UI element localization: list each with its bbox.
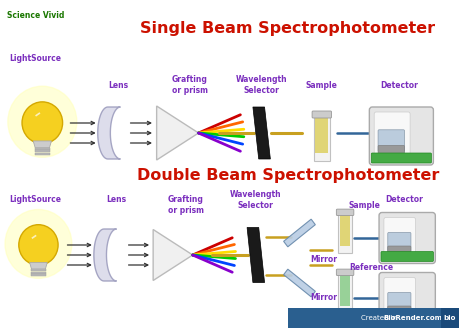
Text: BioRender.com: BioRender.com: [383, 315, 442, 321]
FancyBboxPatch shape: [379, 213, 435, 263]
Text: Detector: Detector: [381, 80, 419, 89]
Polygon shape: [247, 227, 264, 282]
Polygon shape: [98, 107, 120, 159]
Text: Sample: Sample: [306, 80, 338, 89]
Text: Double Beam Spectrophotometer: Double Beam Spectrophotometer: [137, 167, 439, 182]
Text: bio: bio: [444, 315, 456, 321]
Text: Science Vivid: Science Vivid: [7, 11, 64, 20]
Circle shape: [19, 225, 58, 265]
FancyBboxPatch shape: [338, 273, 352, 313]
FancyBboxPatch shape: [338, 213, 352, 253]
Text: Lens: Lens: [106, 196, 126, 205]
Text: Grafting
or prism: Grafting or prism: [168, 195, 204, 215]
FancyBboxPatch shape: [374, 112, 410, 160]
Text: Mirror: Mirror: [310, 293, 337, 302]
FancyBboxPatch shape: [312, 111, 331, 118]
FancyBboxPatch shape: [378, 130, 404, 152]
FancyBboxPatch shape: [35, 150, 50, 153]
Polygon shape: [253, 107, 270, 159]
FancyBboxPatch shape: [35, 148, 50, 150]
FancyBboxPatch shape: [31, 274, 46, 276]
FancyBboxPatch shape: [316, 117, 328, 153]
Text: Mirror: Mirror: [310, 256, 337, 264]
FancyBboxPatch shape: [388, 246, 411, 254]
FancyBboxPatch shape: [388, 293, 411, 311]
Text: Wavelength
Selector: Wavelength Selector: [236, 75, 287, 95]
FancyBboxPatch shape: [441, 308, 459, 328]
FancyBboxPatch shape: [388, 232, 411, 252]
FancyBboxPatch shape: [35, 153, 50, 155]
Text: Reference: Reference: [349, 262, 393, 271]
Text: Detector: Detector: [385, 196, 423, 205]
Text: Lens: Lens: [108, 80, 128, 89]
Polygon shape: [33, 141, 52, 148]
Polygon shape: [156, 106, 199, 160]
Text: Grafting
or prism: Grafting or prism: [172, 75, 208, 95]
Polygon shape: [29, 262, 47, 269]
FancyBboxPatch shape: [381, 252, 433, 261]
FancyBboxPatch shape: [314, 116, 329, 161]
Text: Created in: Created in: [361, 315, 399, 321]
FancyBboxPatch shape: [31, 269, 46, 271]
FancyBboxPatch shape: [378, 145, 404, 155]
FancyBboxPatch shape: [31, 272, 46, 274]
Circle shape: [8, 86, 77, 157]
FancyBboxPatch shape: [384, 217, 416, 259]
FancyBboxPatch shape: [379, 272, 435, 323]
FancyBboxPatch shape: [337, 269, 354, 275]
Text: Sample: Sample: [349, 201, 381, 210]
Polygon shape: [283, 219, 315, 247]
FancyBboxPatch shape: [337, 209, 354, 215]
Circle shape: [22, 102, 63, 144]
FancyBboxPatch shape: [381, 311, 433, 321]
Text: Wavelength
Selector: Wavelength Selector: [230, 190, 282, 210]
FancyBboxPatch shape: [371, 153, 431, 163]
FancyBboxPatch shape: [340, 214, 350, 246]
FancyBboxPatch shape: [388, 306, 411, 314]
Text: LightSource: LightSource: [9, 54, 62, 63]
FancyBboxPatch shape: [340, 274, 350, 306]
FancyBboxPatch shape: [288, 308, 455, 328]
Polygon shape: [94, 229, 117, 281]
Text: LightSource: LightSource: [9, 196, 62, 205]
Polygon shape: [283, 269, 315, 297]
FancyBboxPatch shape: [369, 107, 433, 165]
Polygon shape: [153, 229, 193, 280]
Circle shape: [5, 210, 72, 278]
Text: Single Beam Spectrophotometer: Single Beam Spectrophotometer: [140, 21, 436, 35]
FancyBboxPatch shape: [384, 277, 416, 318]
